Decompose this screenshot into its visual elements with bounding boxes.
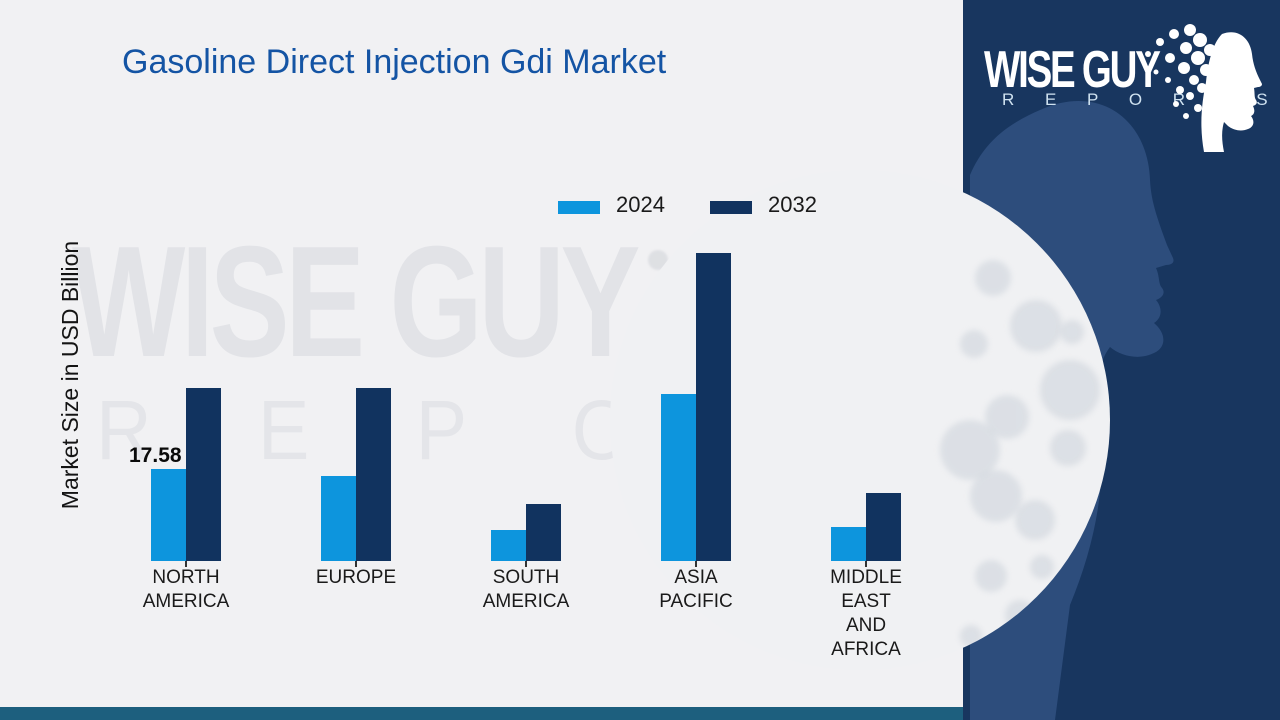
- x-axis-tick-asia-pacific: [695, 561, 697, 567]
- x-axis-label-middle-east-and-africa: MIDDLE EAST AND AFRICA: [830, 567, 902, 660]
- bar-2032-north-america: [186, 388, 221, 561]
- bar-2032-asia-pacific: [696, 253, 731, 561]
- logo-reports-text: R E P O R T S: [1002, 90, 1280, 109]
- logo-wiseguy-text: WISE GUY: [984, 41, 1161, 99]
- bar-2024-north-america: [151, 469, 186, 561]
- bar-2032-middle-east-and-africa: [866, 493, 901, 561]
- y-axis-label: Market Size in USD Billion: [57, 240, 83, 510]
- x-axis-tick-europe: [355, 561, 357, 567]
- legend-label-2032: 2032: [768, 192, 817, 217]
- bar-2032-south-america: [526, 504, 561, 561]
- page-title: Gasoline Direct Injection Gdi Market: [122, 43, 667, 81]
- bar-2024-asia-pacific: [661, 394, 696, 561]
- x-axis-label-europe: EUROPE: [315, 567, 397, 588]
- legend-swatch-2032: [710, 201, 752, 214]
- x-axis-label-asia-pacific: ASIA PACIFIC: [659, 567, 733, 612]
- x-axis-label-south-america: SOUTH AMERICA: [482, 567, 570, 612]
- x-axis-tick-north-america: [185, 561, 187, 567]
- x-axis-label-north-america: NORTH AMERICA: [142, 567, 230, 612]
- legend-swatch-2024: [558, 201, 600, 214]
- legend-label-2024: 2024: [616, 192, 665, 217]
- watermark-wiseguy-text: WISE GUY: [72, 214, 641, 390]
- bar-2024-middle-east-and-africa: [831, 527, 866, 561]
- bar-2024-south-america: [491, 530, 526, 561]
- bar-2024-europe: [321, 476, 356, 561]
- x-axis-tick-south-america: [525, 561, 527, 567]
- x-axis-tick-middle-east-and-africa: [865, 561, 867, 567]
- wise-guy-reports-logo: WISE GUY R E P O R T S: [980, 24, 1270, 152]
- bottom-accent-strip: [0, 707, 1280, 720]
- data-label-north-america-2024: 17.58: [129, 444, 182, 467]
- bar-2032-europe: [356, 388, 391, 561]
- logo-dot-face-icon: [1145, 24, 1262, 152]
